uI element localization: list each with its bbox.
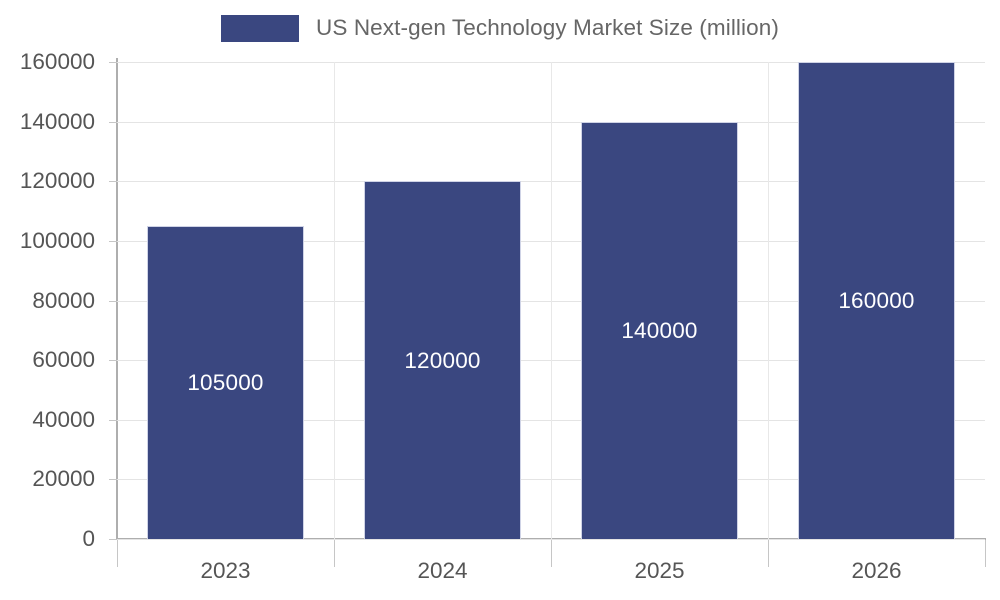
y-tick-mark <box>109 360 118 362</box>
y-tick-mark <box>109 539 118 540</box>
gridline-vertical <box>334 62 335 539</box>
bar[interactable]: 160000 <box>797 62 956 539</box>
y-tick-mark <box>109 121 118 123</box>
y-tick-label: 120000 <box>19 168 95 194</box>
y-tick-mark <box>109 181 118 183</box>
y-tick-label: 20000 <box>32 466 95 492</box>
y-axis-line <box>116 58 118 540</box>
bar-value-label: 140000 <box>621 317 698 343</box>
y-tick-label: 0 <box>82 526 95 551</box>
x-tick-mark <box>985 540 986 567</box>
y-tick-mark <box>109 62 118 63</box>
y-tick-mark <box>109 479 118 481</box>
legend-color-swatch <box>221 14 300 42</box>
bar[interactable]: 105000 <box>146 225 305 539</box>
x-tick-mark <box>117 540 118 567</box>
bar[interactable]: 120000 <box>363 181 522 539</box>
x-tick-label: 2024 <box>417 558 468 583</box>
x-tick-mark <box>551 540 552 567</box>
x-tick-label: 2023 <box>200 558 251 583</box>
x-tick-mark <box>768 540 769 567</box>
y-tick-label: 60000 <box>32 347 95 373</box>
y-tick-label: 140000 <box>19 108 95 134</box>
legend-label: US Next-gen Technology Market Size (mill… <box>316 15 779 40</box>
gridline-vertical <box>551 62 552 539</box>
gridline <box>117 539 985 540</box>
x-tick-label: 2025 <box>634 558 685 583</box>
bar-value-label: 160000 <box>838 288 915 313</box>
chart-legend: US Next-gen Technology Market Size (mill… <box>0 0 1000 56</box>
y-tick-mark <box>109 419 118 421</box>
y-tick-mark <box>109 240 118 242</box>
x-tick-mark <box>334 540 335 567</box>
y-tick-mark <box>109 300 118 302</box>
y-tick-label: 40000 <box>32 406 95 432</box>
plot-area: 105000 120000 140000 160000 <box>117 62 985 540</box>
x-tick-label: 2026 <box>851 558 902 583</box>
bar-value-label: 120000 <box>404 347 481 373</box>
y-tick-label: 100000 <box>19 227 95 253</box>
bar[interactable]: 140000 <box>580 121 739 539</box>
y-tick-label: 80000 <box>32 287 95 313</box>
gridline-vertical <box>768 62 769 539</box>
y-tick-label: 160000 <box>19 49 95 74</box>
bar-value-label: 105000 <box>187 369 264 395</box>
